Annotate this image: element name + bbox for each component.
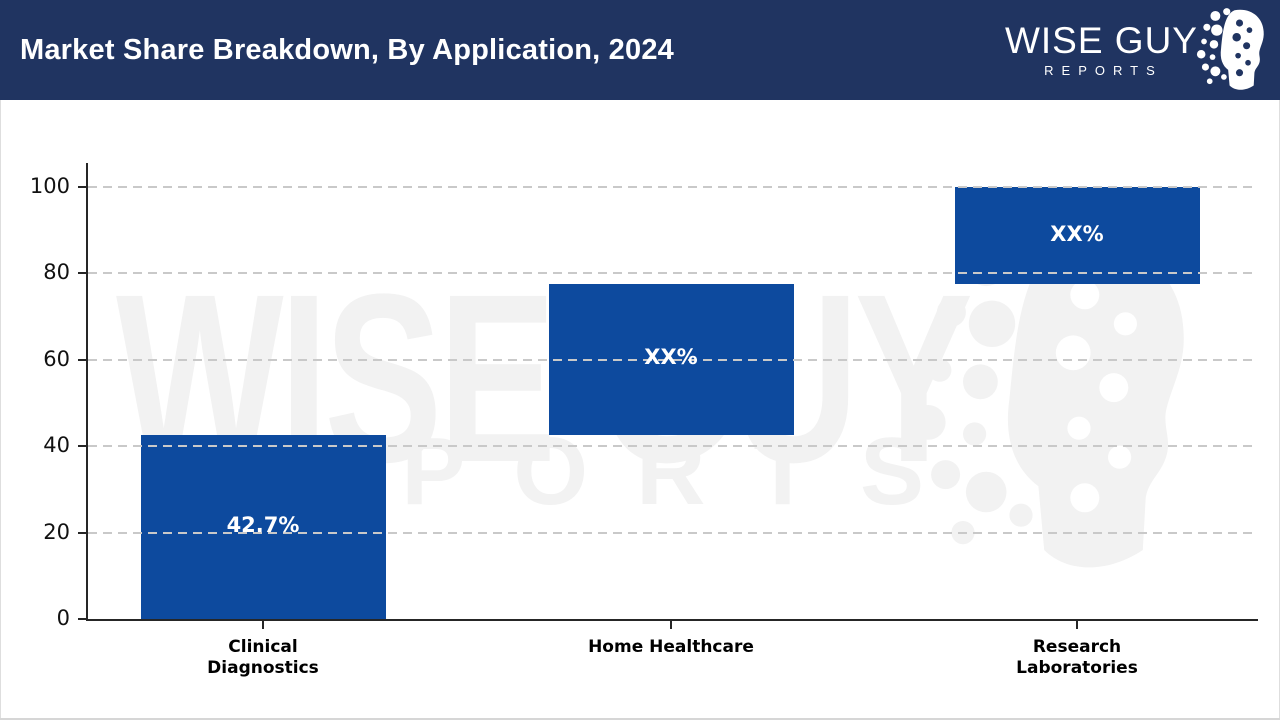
y-tick-0 [78, 618, 86, 620]
category-label-line: Diagnostics [207, 658, 319, 678]
bar-value-label: XX% [1050, 221, 1104, 246]
y-tick-label-60: 60 [43, 346, 70, 371]
category-label-line: Research [1032, 637, 1122, 657]
gridline-40 [88, 445, 1258, 448]
y-tick-20 [78, 531, 86, 534]
category-label-2: Research Laboratories [947, 637, 1207, 679]
category-label-line: Clinical [228, 637, 298, 657]
bar-value-label: 42.7% [226, 512, 300, 537]
gridline-100 [88, 186, 1258, 188]
y-tick-label-80: 80 [43, 260, 70, 285]
brand-logo-text: WISE GUY REPORTS [1004, 20, 1198, 79]
gridline-80 [88, 272, 1258, 275]
bar-value-label: XX% [644, 345, 698, 370]
gridline-60 [88, 358, 1258, 361]
category-label-line: Home Healthcare [588, 637, 754, 657]
brand-face-icon [1196, 8, 1264, 90]
bar-clinical-diagnostics [140, 434, 386, 619]
y-tick-label-100: 100 [29, 174, 70, 198]
brand-wordmark: WISE GUY [1004, 20, 1198, 61]
x-tick-1 [670, 621, 672, 629]
bar-research-laboratories [954, 187, 1200, 285]
watermark-face-icon [910, 233, 1184, 568]
chart-title: Market Share Breakdown, By Application, … [20, 33, 674, 66]
y-tick-40 [78, 445, 86, 448]
y-tick-label-40: 40 [43, 433, 70, 458]
x-tick-0 [262, 621, 264, 629]
category-label-1: Home Healthcare [541, 637, 801, 658]
y-axis-line [86, 163, 88, 621]
y-tick-label-20: 20 [43, 519, 70, 544]
category-label-0: Clinical Diagnostics [133, 637, 393, 679]
x-axis-line [86, 619, 1258, 621]
gridline-20 [88, 531, 1258, 534]
y-tick-100 [78, 186, 86, 188]
brand-logo: WISE GUY REPORTS [1005, 6, 1270, 94]
brand-reports-text: REPORTS [1044, 63, 1163, 78]
y-tick-80 [78, 272, 86, 275]
x-tick-2 [1076, 621, 1078, 629]
y-tick-label-0: 0 [56, 606, 70, 630]
category-label-line: Laboratories [1016, 658, 1138, 678]
header-bar: Market Share Breakdown, By Application, … [0, 0, 1280, 100]
y-tick-60 [78, 358, 86, 361]
